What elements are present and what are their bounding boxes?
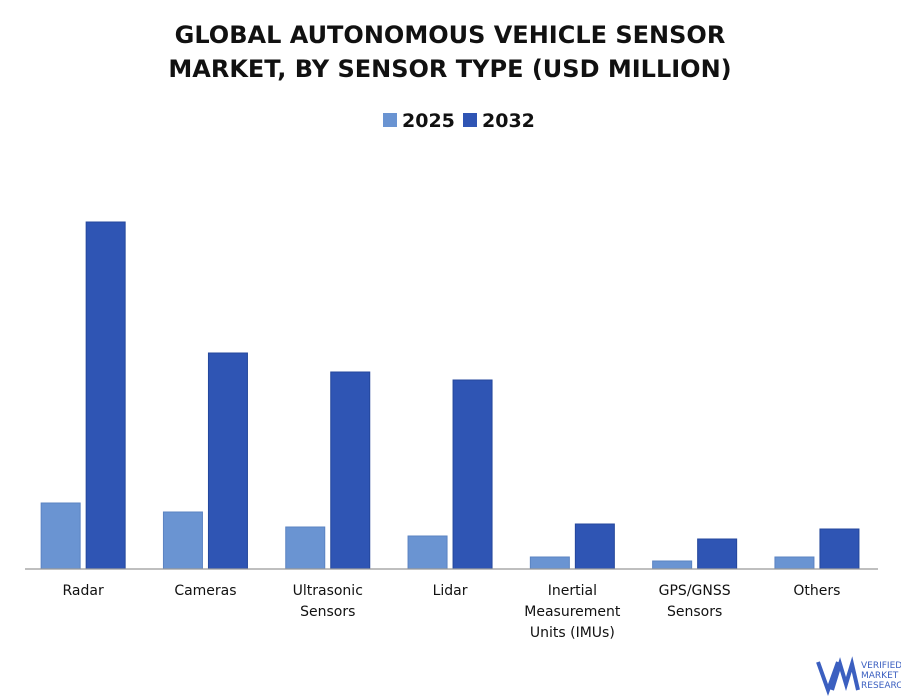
legend-label: 2032 — [482, 110, 535, 132]
bar — [652, 560, 693, 570]
x-tick-label: Cameras — [174, 583, 237, 599]
bar — [574, 523, 615, 570]
logo-text: MARKET — [861, 671, 899, 681]
bar — [774, 556, 815, 570]
x-tick-label: Radar — [62, 583, 104, 599]
chart-title: GLOBAL AUTONOMOUS VEHICLE SENSOR MARKET,… — [168, 21, 732, 83]
x-tick-label: Ultrasonic Sensors — [292, 583, 363, 620]
x-tick-label: GPS/GNSS Sensors — [658, 583, 731, 620]
bar — [819, 528, 860, 570]
bar — [452, 379, 493, 570]
logo-text: VERIFIED — [861, 661, 901, 671]
bar — [40, 502, 81, 570]
bar — [330, 371, 371, 570]
x-tick-label: Inertial Measurement Units (IMUs) — [524, 583, 621, 641]
bar — [207, 352, 248, 570]
legend-swatch — [463, 113, 477, 127]
bar — [407, 535, 448, 570]
legend-label: 2025 — [402, 110, 455, 132]
legend-swatch — [383, 113, 397, 127]
bar — [697, 538, 738, 570]
x-tick-label: Others — [793, 583, 841, 599]
bar — [529, 556, 570, 570]
bar — [85, 221, 126, 570]
x-tick-label: Lidar — [432, 583, 468, 599]
bar — [162, 511, 203, 570]
logo-mark — [816, 656, 860, 696]
bar — [285, 526, 326, 570]
logo-text: RESEARCH — [861, 681, 901, 691]
